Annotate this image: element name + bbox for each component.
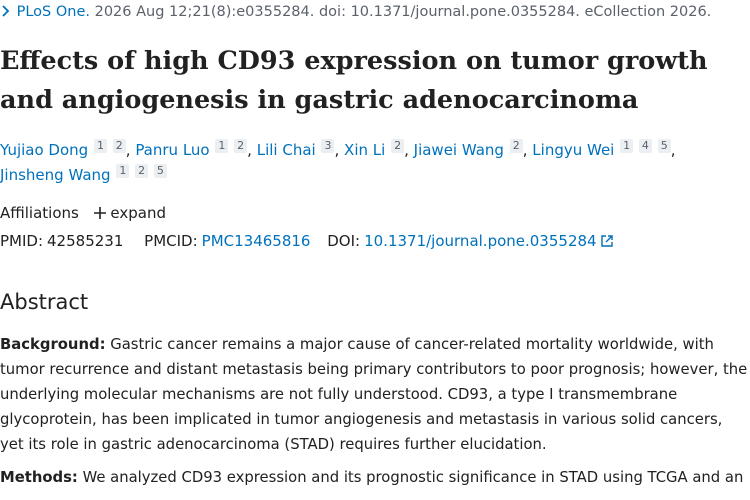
affiliations-label: Affiliations	[0, 204, 79, 222]
section-text: Gastric cancer remains a major cause of …	[0, 336, 748, 453]
affiliation-number[interactable]: 2	[135, 164, 149, 178]
author: Yujiao Dong 1 2	[0, 139, 131, 159]
author: Xin Li 2	[344, 139, 409, 159]
affiliation-number[interactable]: 1	[215, 139, 229, 153]
author-name[interactable]: Jinsheng Wang	[0, 166, 111, 184]
pmid: 42585231	[47, 232, 124, 250]
author: Panru Luo 1 2	[135, 139, 252, 159]
author: Lili Chai 3	[256, 139, 339, 159]
affiliation-number[interactable]: 1	[620, 139, 634, 153]
journal-link[interactable]: PLoS One.	[16, 4, 90, 20]
author: Jiawei Wang 2	[413, 139, 528, 159]
section-label: Background:	[0, 336, 106, 353]
affiliation-number[interactable]: 2	[391, 139, 405, 153]
affiliation-number[interactable]: 1	[93, 139, 107, 153]
affiliation-number[interactable]: 5	[153, 164, 167, 178]
abstract-section: Background: Gastric cancer remains a maj…	[0, 332, 750, 457]
expand-toggle[interactable]: expand	[93, 204, 166, 222]
section-label: Methods:	[0, 469, 78, 486]
affiliation-number[interactable]: 2	[112, 139, 126, 153]
abstract-body: Background: Gastric cancer remains a maj…	[0, 332, 750, 498]
affiliation-number[interactable]: 5	[657, 139, 671, 153]
external-link-icon	[601, 235, 614, 247]
identifiers: PMID: 42585231 PMCID: PMC13465816 DOI: 10.1…	[0, 232, 614, 250]
doi-label: DOI:	[327, 232, 361, 250]
author-name[interactable]: Panru Luo	[135, 141, 210, 159]
affiliation-number[interactable]: 2	[234, 139, 248, 153]
author-name[interactable]: Lili Chai	[256, 141, 316, 159]
affiliation-number[interactable]: 4	[638, 139, 652, 153]
affiliations: Affiliations expand	[0, 204, 166, 222]
author-name[interactable]: Jiawei Wang	[413, 141, 504, 159]
author-name[interactable]: Lingyu Wei	[532, 141, 615, 159]
author-name[interactable]: Yujiao Dong	[0, 141, 89, 159]
author: Jinsheng Wang 1 2 5	[0, 164, 167, 184]
journal-line: PLoS One. 2026 Aug 12;21(8):e0355284. do…	[0, 4, 711, 20]
affiliation-number[interactable]: 1	[116, 164, 130, 178]
article-title: Effects of high CD93 expression on tumor…	[0, 46, 708, 115]
section-text: We analyzed CD93 expression and its prog…	[82, 469, 744, 486]
affiliation-number[interactable]: 2	[509, 139, 523, 153]
author: Lingyu Wei 1 4 5	[532, 139, 675, 159]
plus-icon	[93, 207, 106, 219]
citation: 2026 Aug 12;21(8):e0355284. doi: 10.1371…	[94, 4, 712, 20]
pmid-label: PMID:	[0, 232, 44, 250]
doi-link[interactable]: 10.1371/journal.pone.0355284	[364, 232, 597, 250]
affiliation-number[interactable]: 3	[321, 139, 335, 153]
pmcid-label: PMCID:	[144, 232, 198, 250]
abstract-section: Methods: We analyzed CD93 expression and…	[0, 465, 750, 490]
chevron-icon	[2, 5, 10, 17]
expand-text: expand	[110, 204, 166, 222]
abstract-heading: Abstract	[0, 290, 89, 314]
author-list: Yujiao Dong 1 2 Panru Luo 1 2 Lili Chai …	[0, 138, 745, 188]
author-name[interactable]: Xin Li	[344, 141, 386, 159]
pmcid-link[interactable]: PMC13465816	[201, 232, 311, 250]
